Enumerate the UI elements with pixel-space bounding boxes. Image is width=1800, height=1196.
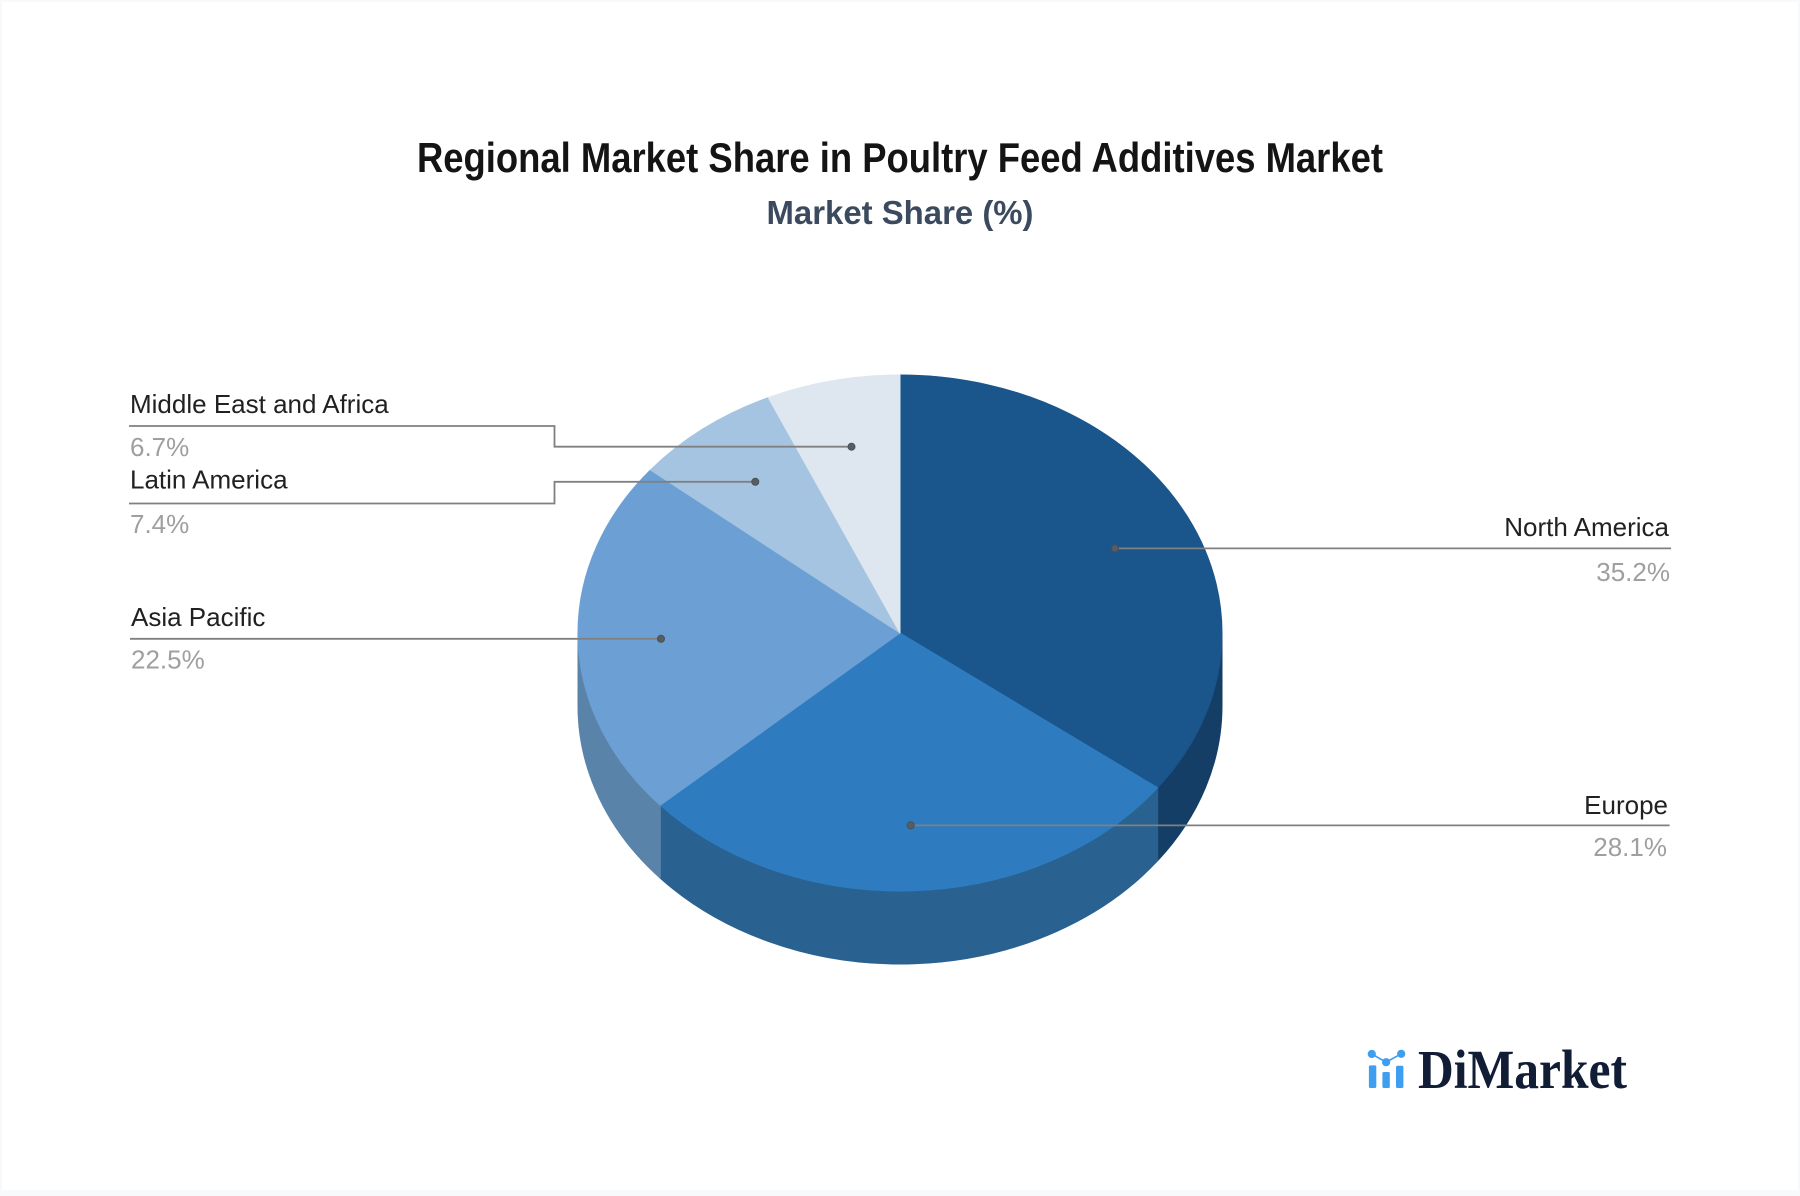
svg-text:Asia Pacific: Asia Pacific — [131, 602, 265, 632]
svg-text:Regional Market Share in Poult: Regional Market Share in Poultry Feed Ad… — [417, 134, 1383, 181]
svg-text:Market Share (%): Market Share (%) — [767, 194, 1034, 231]
svg-text:35.2%: 35.2% — [1596, 557, 1670, 587]
svg-text:Latin America: Latin America — [130, 465, 288, 495]
svg-text:North America: North America — [1504, 512, 1669, 542]
svg-text:22.5%: 22.5% — [131, 645, 205, 675]
svg-text:7.4%: 7.4% — [130, 509, 189, 539]
svg-text:Europe: Europe — [1584, 790, 1668, 820]
svg-text:6.7%: 6.7% — [130, 432, 189, 462]
svg-text:Middle East and Africa: Middle East and Africa — [130, 389, 389, 419]
svg-text:28.1%: 28.1% — [1593, 832, 1667, 862]
svg-text:DiMarket: DiMarket — [1418, 1039, 1628, 1100]
